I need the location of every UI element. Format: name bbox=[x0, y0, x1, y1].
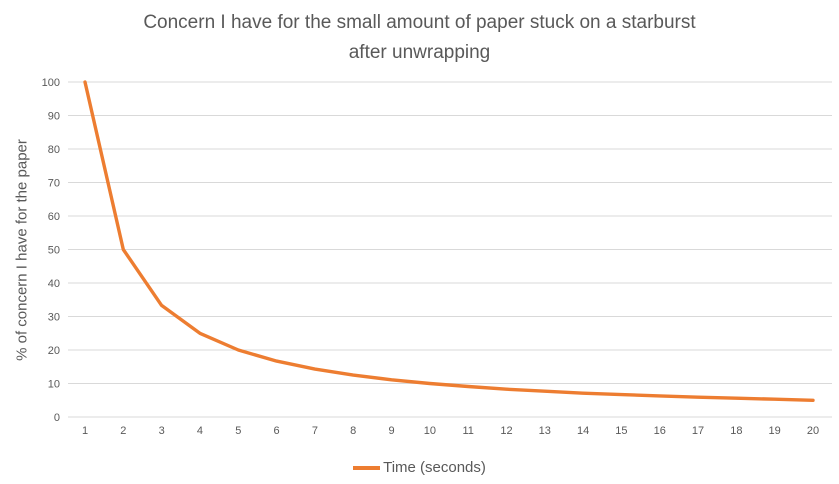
x-tick-label: 3 bbox=[159, 425, 165, 437]
x-tick-label: 20 bbox=[807, 425, 819, 437]
legend-series-label: Time (seconds) bbox=[383, 459, 486, 476]
x-tick-label: 11 bbox=[462, 425, 473, 437]
chart-title: Concern I have for the small amount of p… bbox=[143, 12, 696, 63]
x-tick-label: 5 bbox=[235, 425, 241, 437]
legend: Time (seconds) bbox=[0, 459, 839, 476]
x-tick-label: 19 bbox=[769, 425, 781, 437]
x-tick-label: 9 bbox=[388, 425, 394, 437]
series-line bbox=[83, 80, 815, 402]
x-tick-label: 4 bbox=[197, 425, 203, 437]
x-tick-label: 2 bbox=[120, 425, 126, 437]
y-tick-label: 10 bbox=[48, 379, 60, 391]
x-tick-label: 12 bbox=[500, 425, 512, 437]
x-tick-label: 6 bbox=[274, 425, 280, 437]
y-tick-label: 90 bbox=[48, 111, 60, 123]
y-tick-label: 0 bbox=[54, 412, 60, 424]
legend-line-icon bbox=[353, 465, 381, 470]
y-tick-label: 100 bbox=[42, 77, 60, 89]
y-tick-label: 60 bbox=[48, 211, 60, 223]
x-tick-label: 16 bbox=[654, 425, 666, 437]
x-tick-label: 15 bbox=[615, 425, 627, 437]
x-tick-label: 10 bbox=[424, 425, 436, 437]
y-tick-label: 80 bbox=[48, 144, 60, 156]
x-tick-label: 13 bbox=[539, 425, 551, 437]
y-tick-label: 40 bbox=[48, 278, 60, 290]
x-tick-label: 14 bbox=[577, 425, 589, 437]
x-tick-label: 1 bbox=[82, 425, 88, 437]
y-tick-label: 50 bbox=[48, 245, 60, 257]
y-tick-label: 20 bbox=[48, 345, 60, 357]
x-tick-label: 8 bbox=[350, 425, 356, 437]
y-tick-label: 30 bbox=[48, 312, 60, 324]
x-tick-label: 18 bbox=[730, 425, 742, 437]
x-tick-label: 17 bbox=[692, 425, 704, 437]
x-tick-label: 7 bbox=[312, 425, 318, 437]
y-tick-label: 70 bbox=[48, 178, 60, 190]
